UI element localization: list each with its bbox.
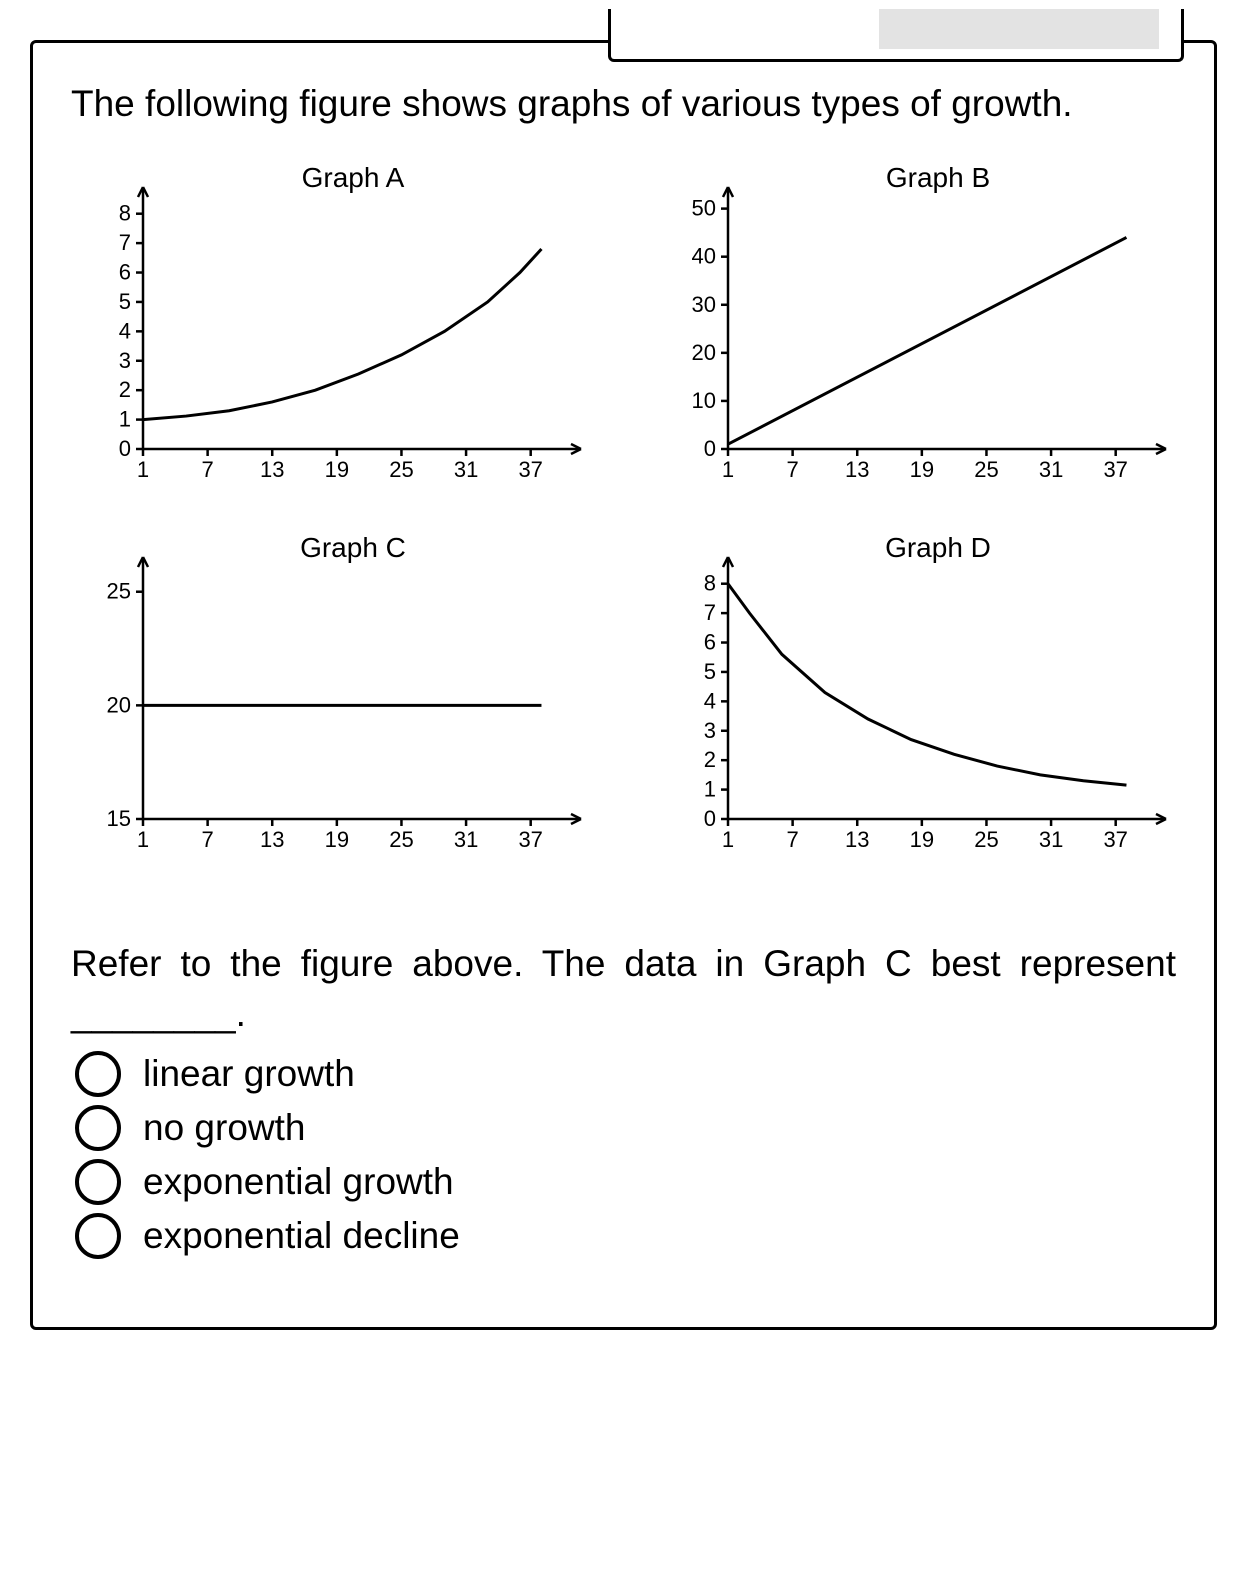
graph-B: Graph B 1 7 13 19 25 31 37 0 10 20 30 40 50 [656,159,1176,499]
x-tick-label: 13 [260,827,284,852]
y-tick-label: 25 [107,579,131,604]
y-tick-label: 30 [692,292,716,317]
y-tick-label: 2 [704,747,716,772]
option-label: linear growth [143,1053,355,1095]
graph-title: Graph D [885,532,991,563]
radio-opt-linear[interactable] [75,1051,121,1097]
radio-opt-nogrowth[interactable] [75,1105,121,1151]
y-tick-label: 4 [704,688,716,713]
x-tick-label: 25 [974,827,998,852]
option-opt-nogrowth[interactable]: no growth [75,1105,1176,1151]
y-tick-label: 4 [119,318,131,343]
figure-panel: Graph A171319253137012345678Graph B17131… [71,159,1176,869]
y-tick-label: 50 [692,196,716,221]
x-tick-label: 7 [201,827,213,852]
data-curve [728,237,1126,444]
x-tick-label: 31 [454,457,478,482]
y-tick-label: 15 [107,806,131,831]
option-opt-expdecline[interactable]: exponential decline [75,1213,1176,1259]
y-tick-label: 6 [704,629,716,654]
x-tick-label: 1 [722,457,734,482]
option-label: exponential decline [143,1215,460,1257]
graph-title: Graph C [300,532,406,563]
x-tick-label: 25 [974,457,998,482]
y-tick-label: 8 [119,201,131,226]
x-tick-label: 25 [389,827,413,852]
x-tick-label: 31 [454,827,478,852]
graph-title: Graph A [302,162,405,193]
graph-D: Graph D171319253137012345678 [656,529,1176,869]
x-tick-label: 13 [260,457,284,482]
options-list: linear growth no growth exponential growth… [75,1051,1176,1259]
x-tick-label: 19 [910,457,934,482]
y-tick-label: 0 [704,806,716,831]
x-tick-label: 37 [1103,457,1127,482]
graph-title: Graph B [886,162,990,193]
graph-C: Graph C 1 7 13 19 25 31 37 15 20 25 [71,529,591,869]
y-tick-label: 3 [704,718,716,743]
x-tick-label: 7 [786,827,798,852]
data-curve [728,584,1126,785]
y-tick-label: 5 [704,659,716,684]
y-tick-label: 8 [704,571,716,596]
x-tick-label: 7 [201,457,213,482]
x-tick-label: 1 [137,827,149,852]
y-tick-label: 20 [107,692,131,717]
x-tick-label: 19 [325,457,349,482]
question-card: The following figure shows graphs of var… [30,40,1217,1330]
x-tick-label: 25 [389,457,413,482]
y-tick-label: 0 [704,436,716,461]
graph-A: Graph A171319253137012345678 [71,159,591,499]
top-input-frame [608,9,1184,62]
x-tick-label: 1 [722,827,734,852]
y-tick-label: 5 [119,289,131,314]
x-tick-label: 19 [325,827,349,852]
y-tick-label: 7 [119,230,131,255]
y-tick-label: 2 [119,377,131,402]
option-label: no growth [143,1107,306,1149]
x-tick-label: 1 [137,457,149,482]
option-opt-linear[interactable]: linear growth [75,1051,1176,1097]
x-tick-label: 37 [1103,827,1127,852]
x-tick-label: 37 [518,457,542,482]
y-tick-label: 7 [704,600,716,625]
y-tick-label: 1 [119,407,131,432]
option-label: exponential growth [143,1161,454,1203]
y-tick-label: 10 [692,388,716,413]
answer-input-placeholder[interactable] [879,9,1159,49]
y-tick-label: 6 [119,259,131,284]
y-tick-label: 40 [692,244,716,269]
x-tick-label: 19 [910,827,934,852]
y-tick-label: 3 [119,348,131,373]
x-tick-label: 37 [518,827,542,852]
y-tick-label: 20 [692,340,716,365]
intro-text: The following figure shows graphs of var… [71,79,1176,129]
question-text: Refer to the figure above. The data in G… [71,939,1176,1039]
y-tick-label: 0 [119,436,131,461]
x-tick-label: 13 [845,827,869,852]
x-tick-label: 31 [1039,827,1063,852]
x-tick-label: 13 [845,457,869,482]
radio-opt-expgrowth[interactable] [75,1159,121,1205]
data-curve [143,249,541,420]
y-tick-label: 1 [704,777,716,802]
radio-opt-expdecline[interactable] [75,1213,121,1259]
x-tick-label: 7 [786,457,798,482]
option-opt-expgrowth[interactable]: exponential growth [75,1159,1176,1205]
x-tick-label: 31 [1039,457,1063,482]
